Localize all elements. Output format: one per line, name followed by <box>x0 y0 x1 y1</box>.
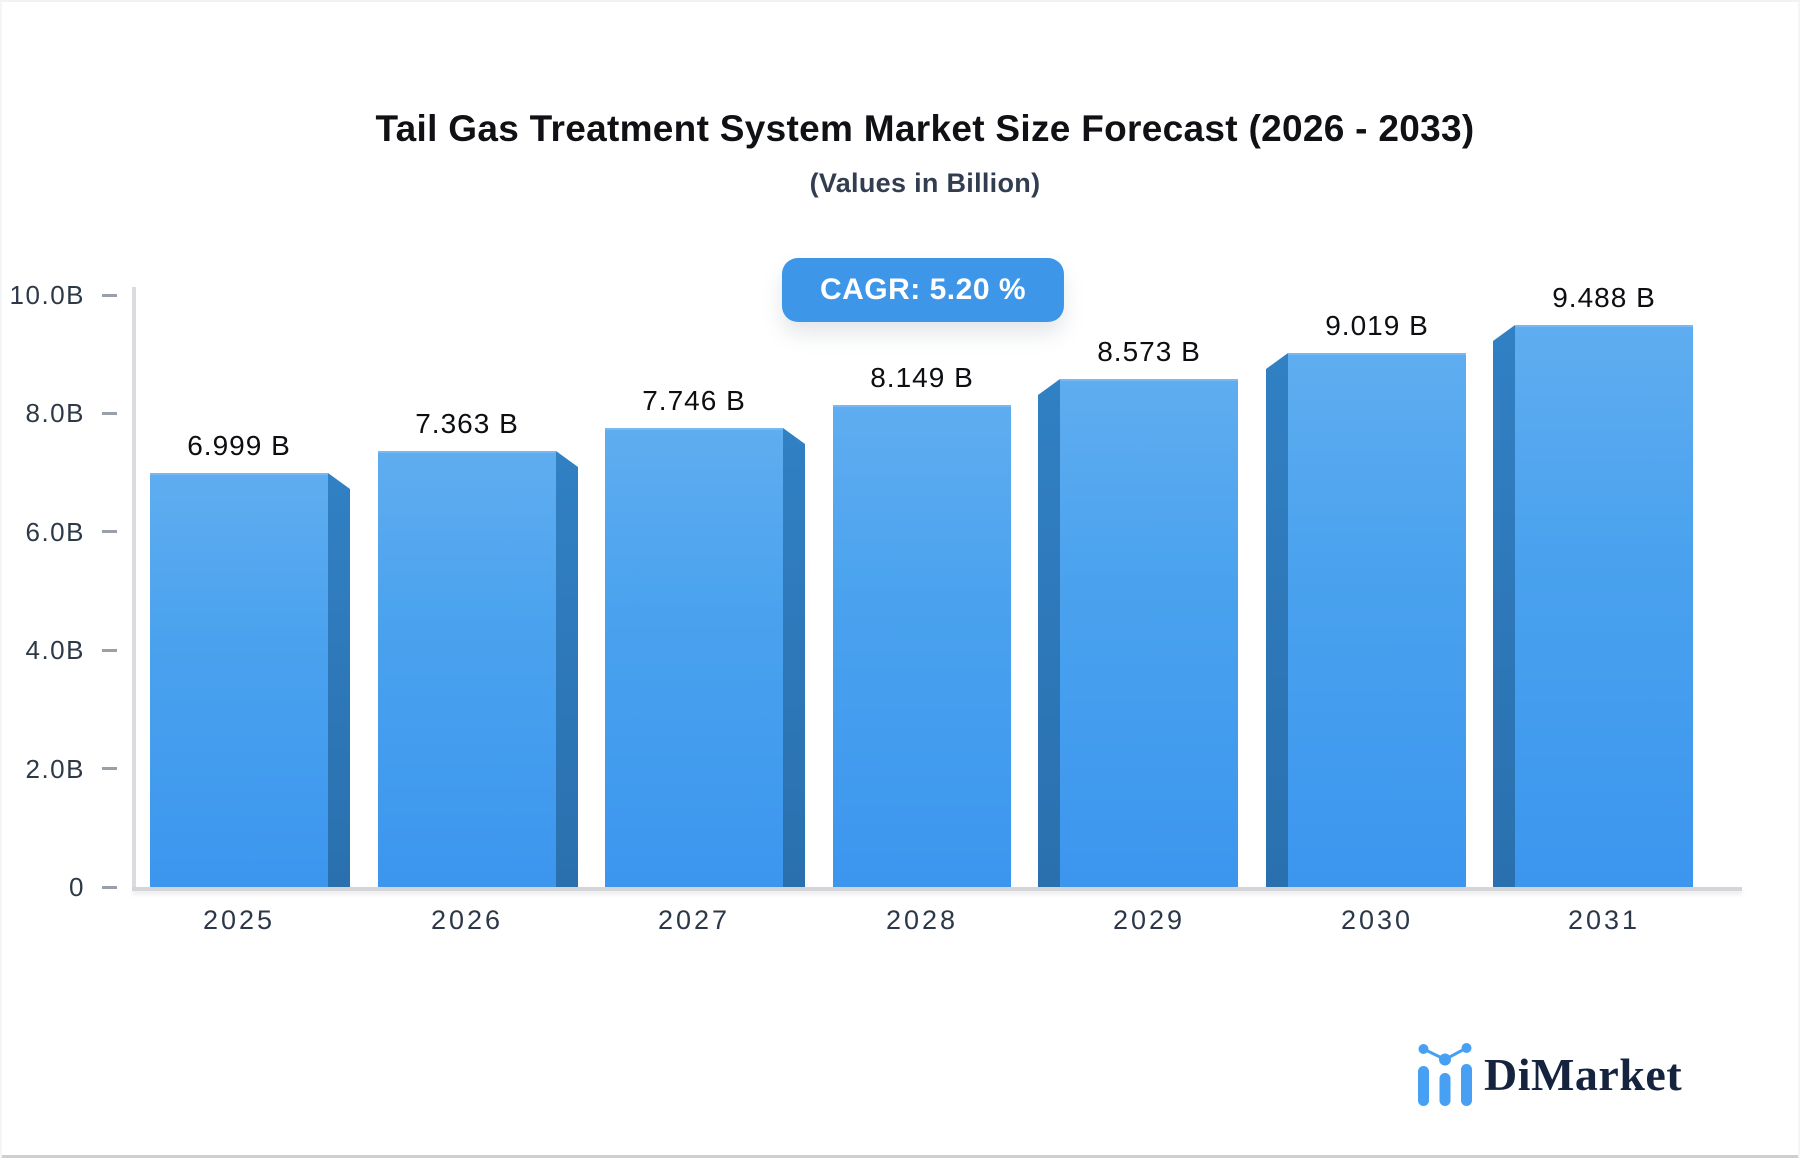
bar-side-face <box>783 428 805 887</box>
bar-value-label: 9.488 B <box>1552 282 1656 313</box>
mini-bar-chart-icon <box>1418 1043 1472 1106</box>
dimarket-logo: DiMarket <box>1416 1042 1682 1108</box>
cagr-badge: CAGR: 5.20 % <box>781 258 1065 322</box>
x-axis-label: 2027 <box>657 905 731 935</box>
bar-side-face <box>1493 325 1515 887</box>
y-axis-tick <box>102 767 117 771</box>
y-axis-tick-label: 4.0B <box>25 635 85 666</box>
bar-value-label: 7.363 B <box>415 408 519 439</box>
y-axis-tick <box>102 411 117 415</box>
bar-side-face <box>1266 353 1288 887</box>
bar-value-label: 6.999 B <box>187 430 291 461</box>
y-axis-line <box>132 287 136 891</box>
chart-title: Tail Gas Treatment System Market Size Fo… <box>375 108 1475 149</box>
y-axis-tick-label: 10.0B <box>9 280 85 310</box>
bar-side-face <box>1038 379 1060 887</box>
x-axis-label: 2029 <box>1112 905 1186 935</box>
bar-value-label: 8.573 B <box>1097 336 1201 367</box>
bar[interactable] <box>605 428 783 887</box>
y-axis-tick <box>102 885 117 889</box>
x-axis-label: 2031 <box>1567 905 1641 935</box>
y-axis-tick-label: 6.0B <box>25 516 85 547</box>
bar[interactable] <box>1288 353 1466 887</box>
bar-side-face <box>556 451 578 887</box>
y-axis-tick-label: 2.0B <box>25 753 85 784</box>
bar-side-face <box>328 473 350 887</box>
bar[interactable] <box>150 473 328 887</box>
y-axis-tick-label: 8.0B <box>25 398 85 429</box>
logo-wordmark: DiMarket <box>1484 1049 1683 1100</box>
bar[interactable] <box>833 405 1011 887</box>
x-axis-line <box>132 887 1742 891</box>
x-axis-label: 2028 <box>885 905 959 935</box>
bar-value-label: 8.149 B <box>870 362 974 393</box>
x-axis-label: 2030 <box>1340 905 1414 935</box>
x-axis-label: 2025 <box>202 905 276 935</box>
chart-subtitle: (Values in Billion) <box>809 168 1041 198</box>
bar[interactable] <box>378 451 556 887</box>
bar-value-label: 9.019 B <box>1325 310 1429 341</box>
bar[interactable] <box>1060 379 1238 887</box>
bar[interactable] <box>1515 325 1693 887</box>
y-axis-tick <box>102 648 117 652</box>
x-axis-label: 2026 <box>430 905 504 935</box>
y-axis-tick-label: 0 <box>69 872 85 902</box>
y-axis-tick <box>102 293 117 297</box>
y-axis-tick <box>102 530 117 534</box>
bar-value-label: 7.746 B <box>642 385 746 416</box>
